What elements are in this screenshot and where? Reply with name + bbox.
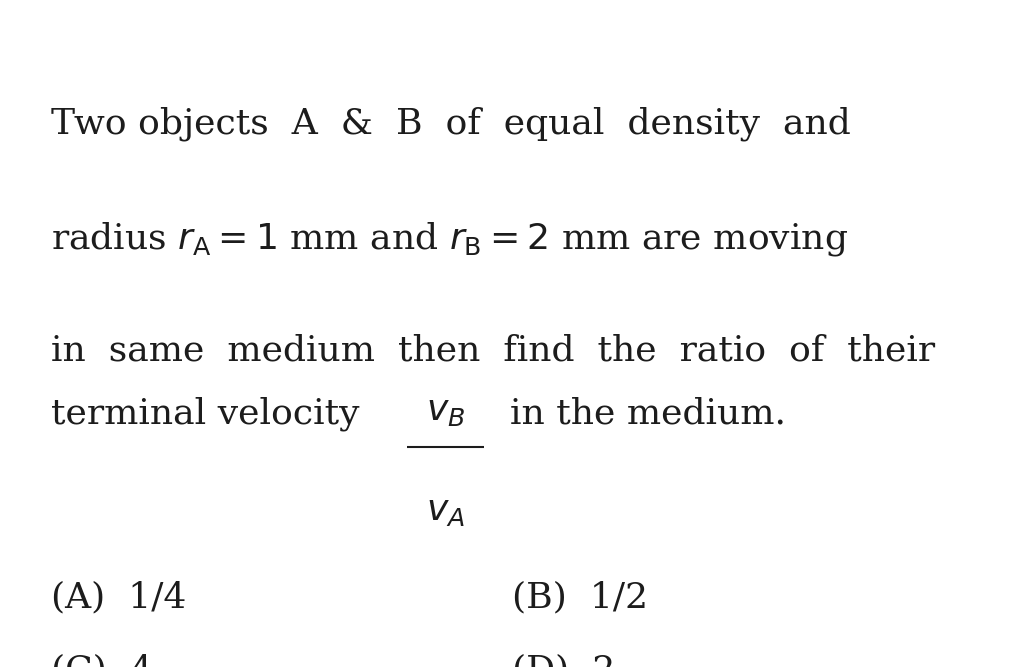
Text: (D)  2: (D) 2 (512, 654, 615, 667)
Text: $v_A$: $v_A$ (426, 494, 465, 528)
Text: (C)  4: (C) 4 (51, 654, 153, 667)
Text: terminal velocity: terminal velocity (51, 396, 359, 431)
Text: Two objects  A  &  B  of  equal  density  and: Two objects A & B of equal density and (51, 107, 851, 141)
Text: $v_B$: $v_B$ (426, 394, 465, 428)
Text: (A)  1/4: (A) 1/4 (51, 580, 186, 614)
Text: radius $r_\mathrm{A} = 1$ mm and $r_\mathrm{B} = 2$ mm are moving: radius $r_\mathrm{A} = 1$ mm and $r_\mat… (51, 220, 848, 258)
Text: (B)  1/2: (B) 1/2 (512, 580, 648, 614)
Text: in  same  medium  then  find  the  ratio  of  their: in same medium then find the ratio of th… (51, 334, 935, 368)
Text: in the medium.: in the medium. (510, 397, 786, 430)
